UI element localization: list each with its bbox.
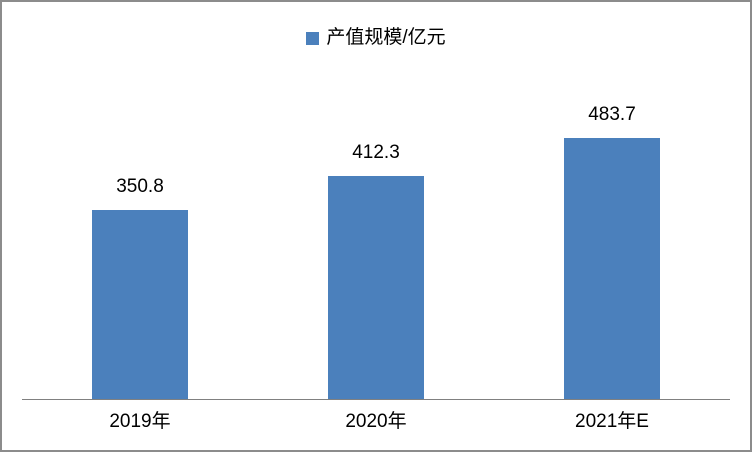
- bar-group-2020: 412.3: [258, 142, 494, 399]
- bar-group-2019: 350.8: [22, 176, 258, 399]
- data-label-2020: 412.3: [352, 142, 400, 164]
- bar-2020: [328, 176, 424, 399]
- x-axis-label-2019: 2019年: [109, 411, 171, 432]
- x-axis-label-2020: 2020年: [345, 411, 407, 432]
- data-label-2019: 350.8: [116, 175, 164, 197]
- legend-label: 产值规模/亿元: [326, 27, 446, 48]
- legend: 产值规模/亿元: [2, 26, 750, 50]
- bar-2021e: [564, 137, 660, 399]
- data-label-2021e: 483.7: [588, 103, 636, 125]
- bar-2019: [92, 209, 188, 399]
- plot-area: 350.8 412.3 483.7: [22, 75, 730, 400]
- legend-square-icon: [306, 31, 320, 45]
- x-axis: 2019年 2020年 2021年E: [22, 400, 730, 435]
- x-axis-label-2021e: 2021年E: [575, 411, 649, 432]
- bar-group-2021e: 483.7: [494, 104, 730, 399]
